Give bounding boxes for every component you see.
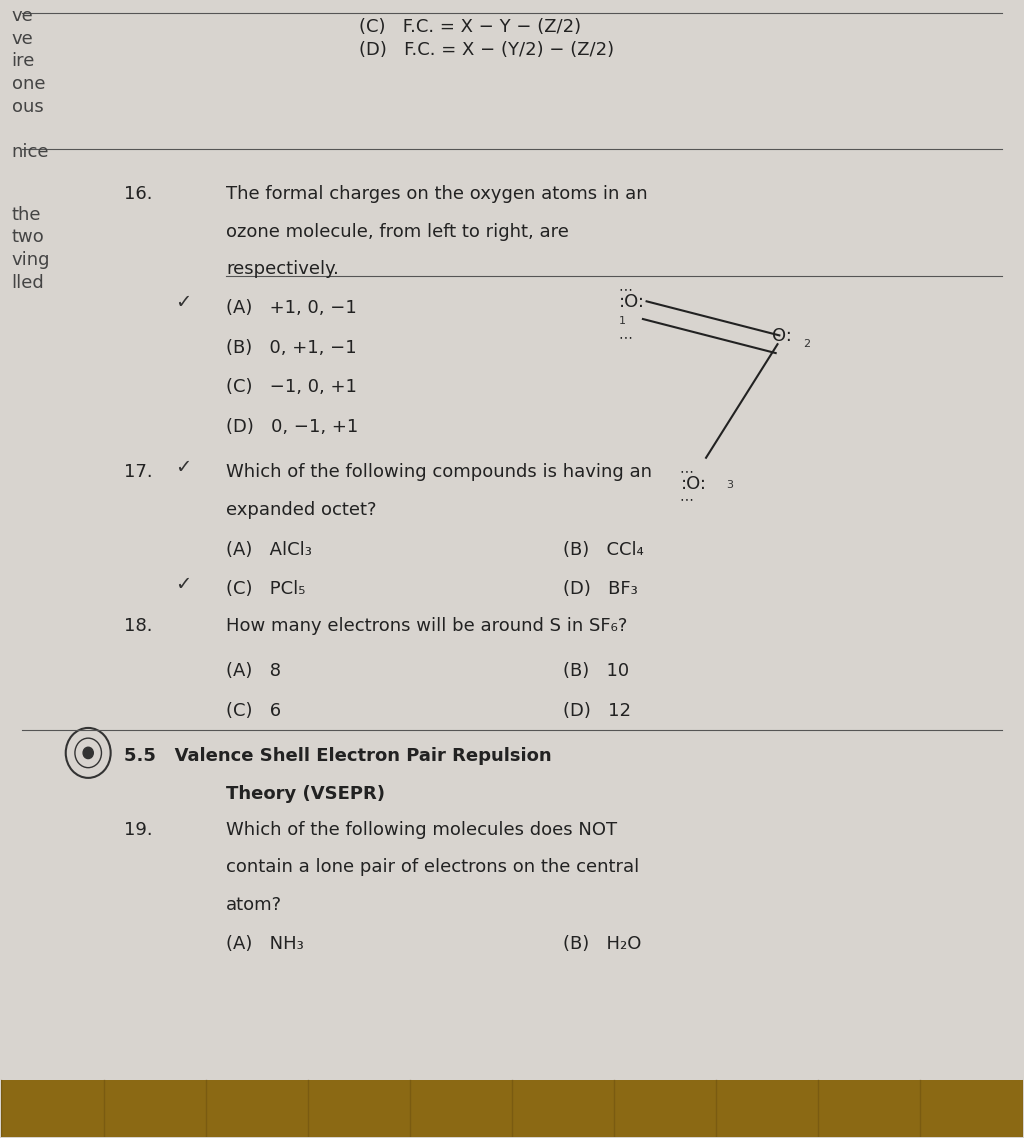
Text: one: one	[11, 75, 45, 93]
Text: ire: ire	[11, 52, 35, 71]
Text: How many electrons will be around S in SF₆?: How many electrons will be around S in S…	[226, 617, 628, 635]
Text: (C)   6: (C) 6	[226, 702, 282, 720]
Text: expanded octet?: expanded octet?	[226, 501, 377, 519]
Text: (C)   F.C. = X − Y − (Z/2): (C) F.C. = X − Y − (Z/2)	[358, 18, 581, 36]
Text: nice: nice	[11, 143, 49, 162]
Text: (D)   0, −1, +1: (D) 0, −1, +1	[226, 418, 358, 436]
Text: :O:: :O:	[620, 294, 645, 311]
Text: (B)   H₂O: (B) H₂O	[563, 934, 641, 953]
Text: ve: ve	[11, 7, 34, 25]
Text: (A)   AlCl₃: (A) AlCl₃	[226, 541, 312, 559]
Text: ✓: ✓	[175, 294, 191, 312]
Text: Which of the following compounds is having an: Which of the following compounds is havi…	[226, 463, 652, 481]
Text: ous: ous	[11, 98, 43, 116]
Text: ⋯: ⋯	[618, 282, 632, 296]
Text: ve: ve	[11, 30, 34, 48]
Circle shape	[83, 748, 93, 759]
Text: 3: 3	[726, 480, 733, 490]
Text: 2: 2	[803, 338, 810, 348]
Text: (B)   CCl₄: (B) CCl₄	[563, 541, 644, 559]
Text: 18.: 18.	[124, 617, 153, 635]
Text: 17.: 17.	[124, 463, 153, 481]
Text: contain a lone pair of electrons on the central: contain a lone pair of electrons on the …	[226, 858, 639, 876]
Text: O:: O:	[772, 328, 793, 345]
Text: 1: 1	[620, 316, 627, 325]
Text: (A)   NH₃: (A) NH₃	[226, 934, 304, 953]
Text: respectively.: respectively.	[226, 261, 339, 278]
Text: Which of the following molecules does NOT: Which of the following molecules does NO…	[226, 820, 617, 839]
Text: 16.: 16.	[124, 185, 153, 204]
Text: (A)   8: (A) 8	[226, 662, 281, 681]
Text: (A)   +1, 0, −1: (A) +1, 0, −1	[226, 299, 356, 316]
Text: Theory (VSEPR): Theory (VSEPR)	[226, 785, 385, 802]
Text: two: two	[11, 229, 44, 247]
Text: atom?: atom?	[226, 896, 283, 914]
Bar	[1, 1080, 1023, 1137]
Text: 19.: 19.	[124, 820, 153, 839]
Text: 5.5   Valence Shell Electron Pair Repulsion: 5.5 Valence Shell Electron Pair Repulsio…	[124, 748, 552, 765]
Text: (C)   PCl₅: (C) PCl₅	[226, 580, 305, 599]
Text: lled: lled	[11, 274, 44, 291]
Text: (B)   10: (B) 10	[563, 662, 629, 681]
Text: The formal charges on the oxygen atoms in an: The formal charges on the oxygen atoms i…	[226, 185, 648, 204]
Text: the: the	[11, 206, 41, 224]
Text: ⋯: ⋯	[618, 331, 632, 345]
Text: ozone molecule, from left to right, are: ozone molecule, from left to right, are	[226, 223, 569, 241]
Text: ⋯: ⋯	[680, 492, 693, 505]
Text: (B)   0, +1, −1: (B) 0, +1, −1	[226, 338, 356, 356]
Text: ⋯: ⋯	[680, 464, 693, 479]
Text: (D)   F.C. = X − (Y/2) − (Z/2): (D) F.C. = X − (Y/2) − (Z/2)	[358, 41, 614, 59]
Text: (D)   12: (D) 12	[563, 702, 631, 720]
Text: :O:: :O:	[681, 475, 707, 493]
Text: ving: ving	[11, 251, 50, 270]
Text: (D)   BF₃: (D) BF₃	[563, 580, 638, 599]
Text: (C)   −1, 0, +1: (C) −1, 0, +1	[226, 378, 357, 396]
Text: ✓: ✓	[175, 457, 191, 477]
Text: ✓: ✓	[175, 575, 191, 594]
